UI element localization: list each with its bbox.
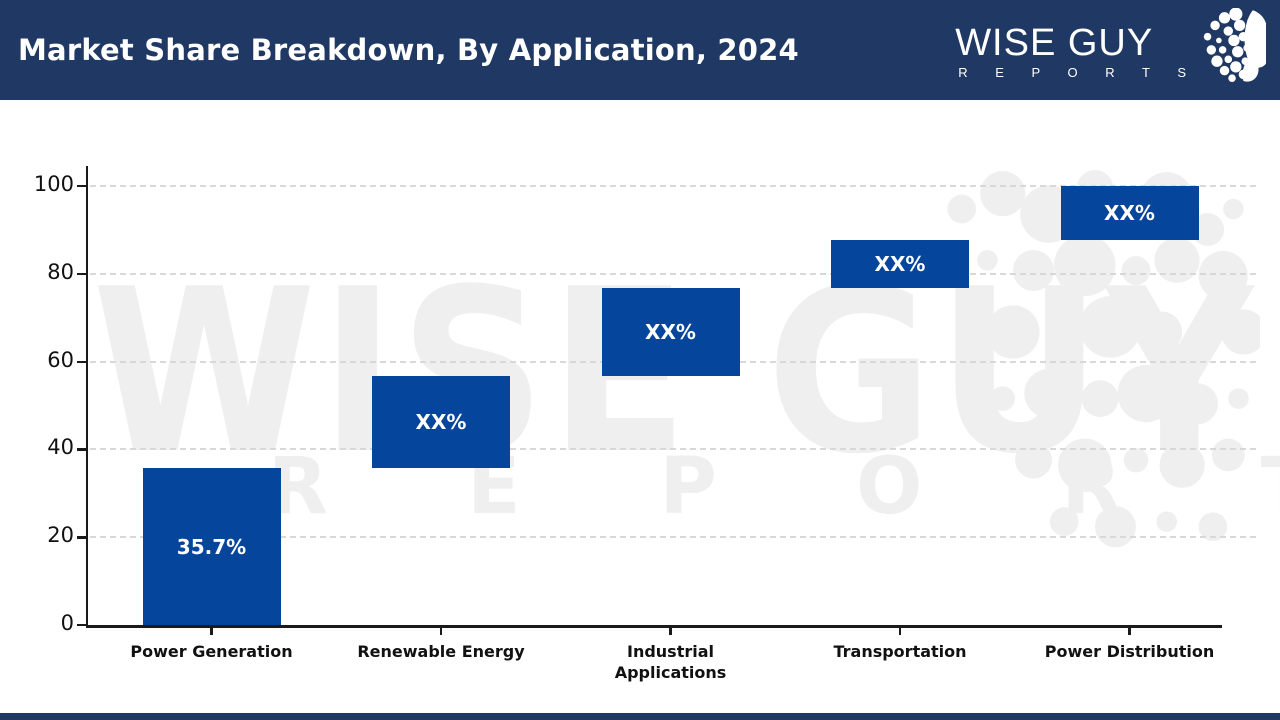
footer-bar [0, 713, 1280, 720]
y-tick-mark [77, 360, 86, 363]
gridline [90, 272, 1256, 275]
category-label: Power Distribution [1044, 642, 1215, 661]
bar-4: XX% [831, 239, 969, 288]
x-tick-mark [1128, 627, 1131, 635]
bar-value-label: XX% [1104, 200, 1155, 225]
logo-face-icon [1203, 8, 1266, 82]
y-tick-mark [77, 536, 86, 539]
y-tick-mark [77, 448, 86, 451]
logo-text: WISE GUY R E P O R T S [955, 23, 1198, 80]
y-tick-mark [77, 624, 86, 627]
gridline [90, 536, 1256, 539]
header: Market Share Breakdown, By Application, … [0, 0, 1280, 100]
bar-2: XX% [372, 376, 510, 469]
category-label: Power Generation [130, 642, 293, 661]
bar-5: XX% [1060, 186, 1199, 240]
y-tick-label: 0 [60, 611, 74, 635]
x-axis [85, 625, 1222, 628]
y-tick-label: 20 [47, 523, 74, 548]
page-title: Market Share Breakdown, By Application, … [18, 33, 799, 67]
x-tick-mark [210, 627, 213, 635]
y-tick-mark [77, 272, 86, 276]
category-label: Renewable Energy [357, 642, 525, 661]
logo-wordmark: WISE GUY [955, 21, 1154, 64]
bar-value-label: XX% [645, 319, 696, 344]
x-tick-mark [669, 627, 672, 635]
gridline [90, 448, 1256, 451]
bar-1: 35.7% [142, 468, 281, 625]
y-tick-label: 40 [47, 435, 74, 460]
category-label: Transportation [833, 642, 967, 661]
x-tick-mark [898, 627, 902, 635]
y-tick-label: 60 [47, 347, 74, 372]
y-tick-mark [77, 185, 86, 188]
x-tick-mark [439, 627, 443, 635]
logo: WISE GUY R E P O R T S [955, 8, 1266, 88]
bar-value-label: XX% [874, 251, 926, 276]
bar-3: XX% [601, 287, 740, 377]
gridline [90, 185, 1256, 187]
y-axis [85, 166, 88, 628]
y-tick-label: 100 [33, 172, 74, 196]
logo-subtext: R E P O R T S [958, 64, 1198, 80]
y-tick-label: 80 [47, 259, 74, 284]
category-label: Industrial Applications [614, 642, 727, 683]
bar-value-label: 35.7% [176, 534, 247, 559]
bar-value-label: XX% [415, 410, 467, 435]
